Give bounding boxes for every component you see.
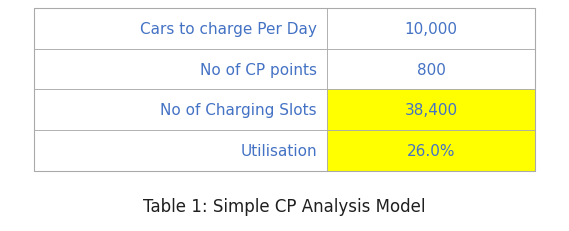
Text: 26.0%: 26.0% — [407, 143, 455, 158]
Text: No of Charging Slots: No of Charging Slots — [160, 103, 317, 118]
Text: Utilisation: Utilisation — [240, 143, 317, 158]
Bar — [34, 9, 535, 171]
Bar — [327, 90, 535, 131]
Text: 10,000: 10,000 — [405, 22, 457, 37]
Bar — [327, 131, 535, 171]
Bar — [34, 50, 327, 90]
Text: No of CP points: No of CP points — [200, 62, 317, 77]
Bar — [34, 131, 327, 171]
Bar — [327, 9, 535, 50]
Text: 38,400: 38,400 — [405, 103, 457, 118]
Bar — [327, 50, 535, 90]
Bar — [34, 9, 327, 50]
Text: Table 1: Simple CP Analysis Model: Table 1: Simple CP Analysis Model — [143, 197, 426, 215]
Text: 800: 800 — [417, 62, 446, 77]
Text: Cars to charge Per Day: Cars to charge Per Day — [140, 22, 317, 37]
Bar — [34, 90, 327, 131]
